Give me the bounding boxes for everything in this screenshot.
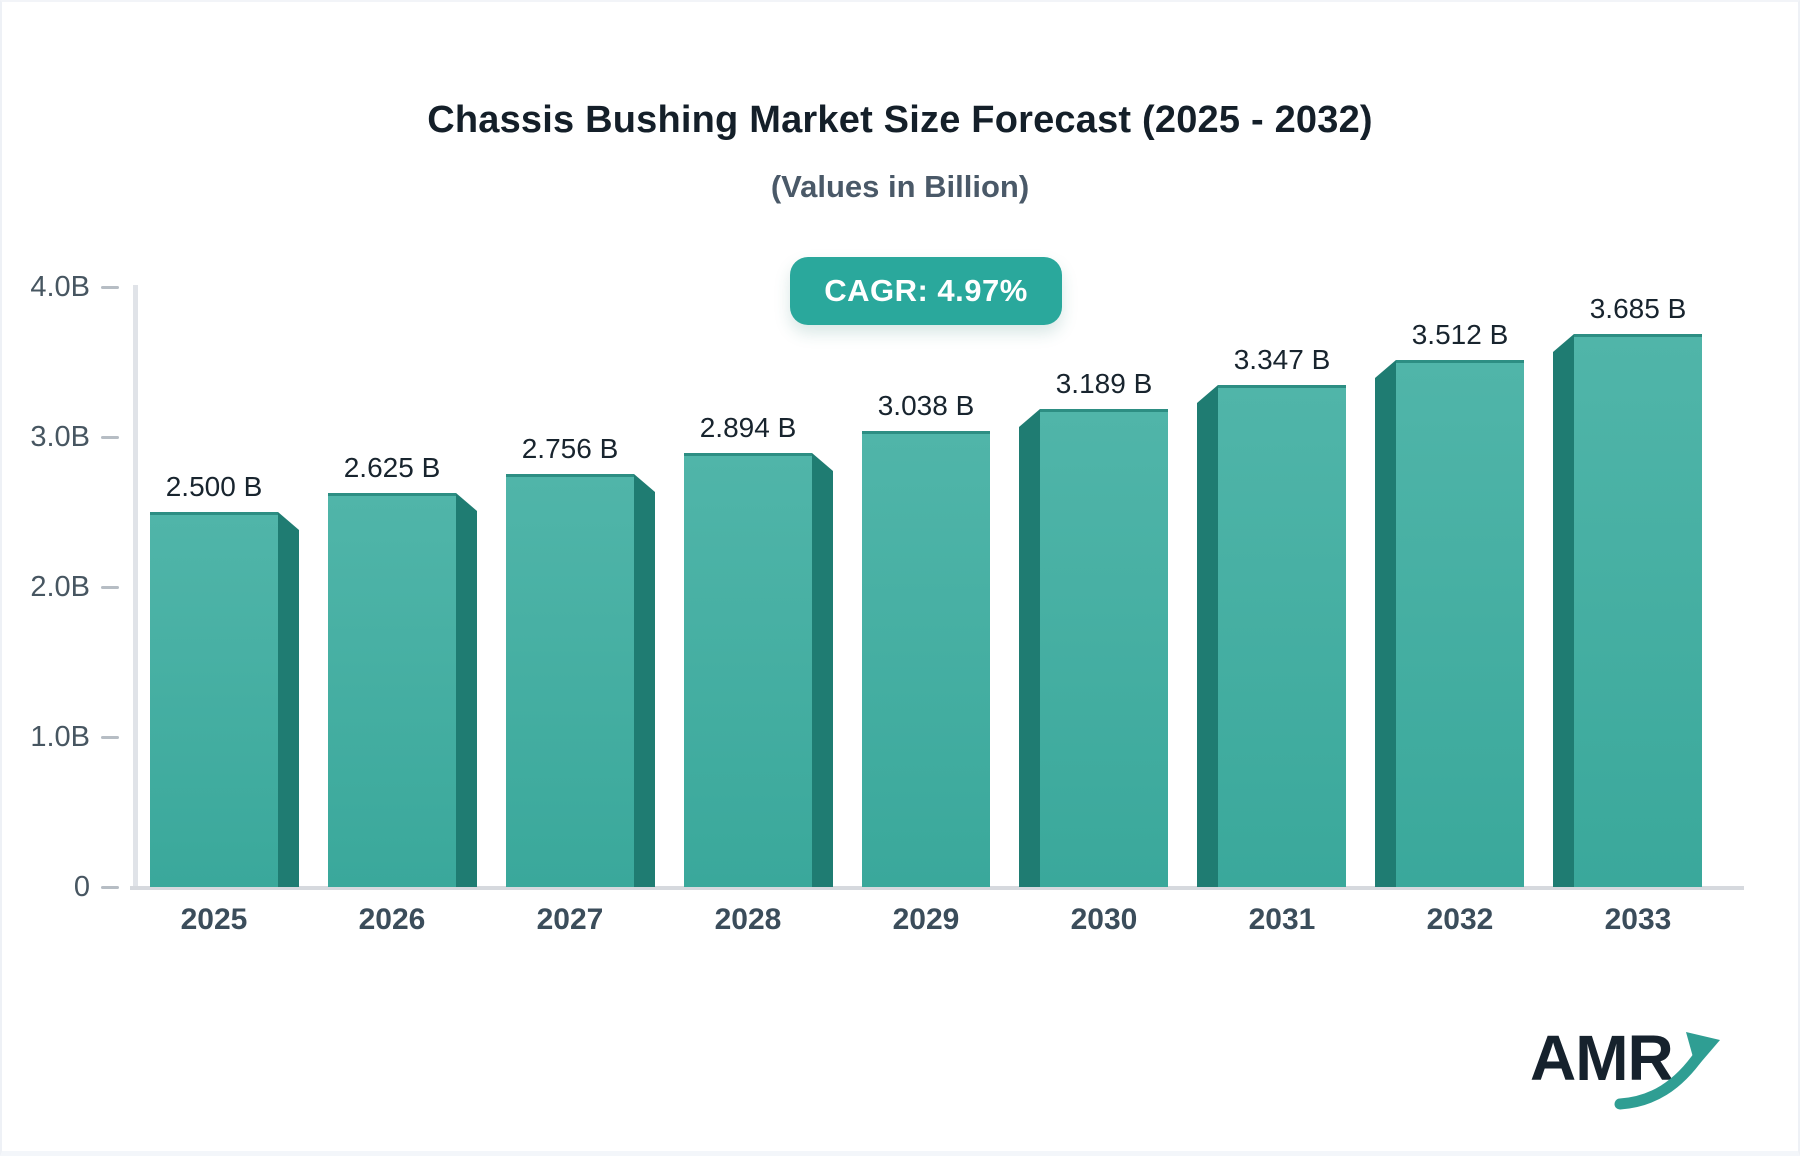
bar-2031[interactable]	[1218, 385, 1346, 887]
bar-2027[interactable]	[506, 474, 634, 887]
amr-logo-text: AMR	[1530, 1022, 1674, 1094]
cagr-badge: CAGR: 4.97%	[790, 257, 1062, 325]
y-axis-tick-mark	[101, 586, 119, 589]
y-axis-tick-mark	[101, 286, 119, 289]
y-axis-line	[133, 285, 138, 887]
bar-value-label-2027: 2.756 B	[521, 433, 619, 464]
bar-value-label-2031: 3.347 B	[1233, 344, 1331, 375]
x-axis-label-2032: 2032	[1426, 903, 1494, 936]
y-axis-tick-label-2.0B: 2.0B	[30, 571, 90, 603]
y-axis-tick-mark	[101, 736, 119, 739]
bar-2030[interactable]	[1040, 409, 1168, 887]
y-axis-tick-label-1.0B: 1.0B	[30, 721, 90, 753]
y-axis-tick-label-4.0B: 4.0B	[30, 271, 90, 303]
x-axis-label-2027: 2027	[536, 903, 604, 936]
bar-2026[interactable]	[328, 493, 456, 887]
x-axis-label-2026: 2026	[358, 903, 426, 936]
bar-value-label-2033: 3.685 B	[1589, 293, 1687, 324]
bar-2025[interactable]	[150, 512, 278, 887]
bar-value-label-2032: 3.512 B	[1411, 319, 1509, 350]
x-axis-label-2033: 2033	[1604, 903, 1672, 936]
x-axis-label-2031: 2031	[1248, 903, 1316, 936]
bar-value-label-2029: 3.038 B	[877, 390, 975, 421]
y-axis-tick-mark	[101, 436, 119, 439]
bar-side-face-2027	[634, 474, 655, 887]
x-axis-label-2028: 2028	[714, 903, 782, 936]
bar-2029[interactable]	[862, 431, 990, 887]
amr-logo: AMR	[1530, 1026, 1730, 1116]
cagr-badge-label: CAGR: 4.97%	[824, 273, 1028, 308]
x-axis-label-2030: 2030	[1070, 903, 1138, 936]
bar-2028[interactable]	[684, 453, 812, 887]
growth-arrow-icon	[1614, 1032, 1720, 1110]
y-axis-tick-mark	[101, 886, 119, 889]
y-axis-tick-label-3.0B: 3.0B	[30, 421, 90, 453]
bar-side-face-2032	[1375, 360, 1396, 887]
x-axis-label-2025: 2025	[180, 903, 248, 936]
x-axis-baseline	[130, 886, 1744, 890]
bar-side-face-2031	[1197, 385, 1218, 887]
bar-side-face-2025	[278, 512, 299, 887]
chart-subtitle: (Values in Billion)	[770, 169, 1030, 204]
bar-side-face-2030	[1019, 409, 1040, 887]
y-axis-tick-label-0: 0	[73, 871, 90, 903]
bar-2033[interactable]	[1574, 334, 1702, 887]
bar-value-label-2026: 2.625 B	[343, 452, 441, 483]
bar-side-face-2028	[812, 453, 833, 887]
bar-side-face-2026	[456, 493, 477, 887]
chart-title: Chassis Bushing Market Size Forecast (20…	[427, 99, 1373, 141]
bar-value-label-2028: 2.894 B	[699, 412, 797, 443]
bar-value-label-2025: 2.500 B	[165, 471, 263, 502]
bar-2032[interactable]	[1396, 360, 1524, 887]
bar-value-label-2030: 3.189 B	[1055, 368, 1153, 399]
x-axis-label-2029: 2029	[892, 903, 960, 936]
bar-side-face-2033	[1553, 334, 1574, 887]
